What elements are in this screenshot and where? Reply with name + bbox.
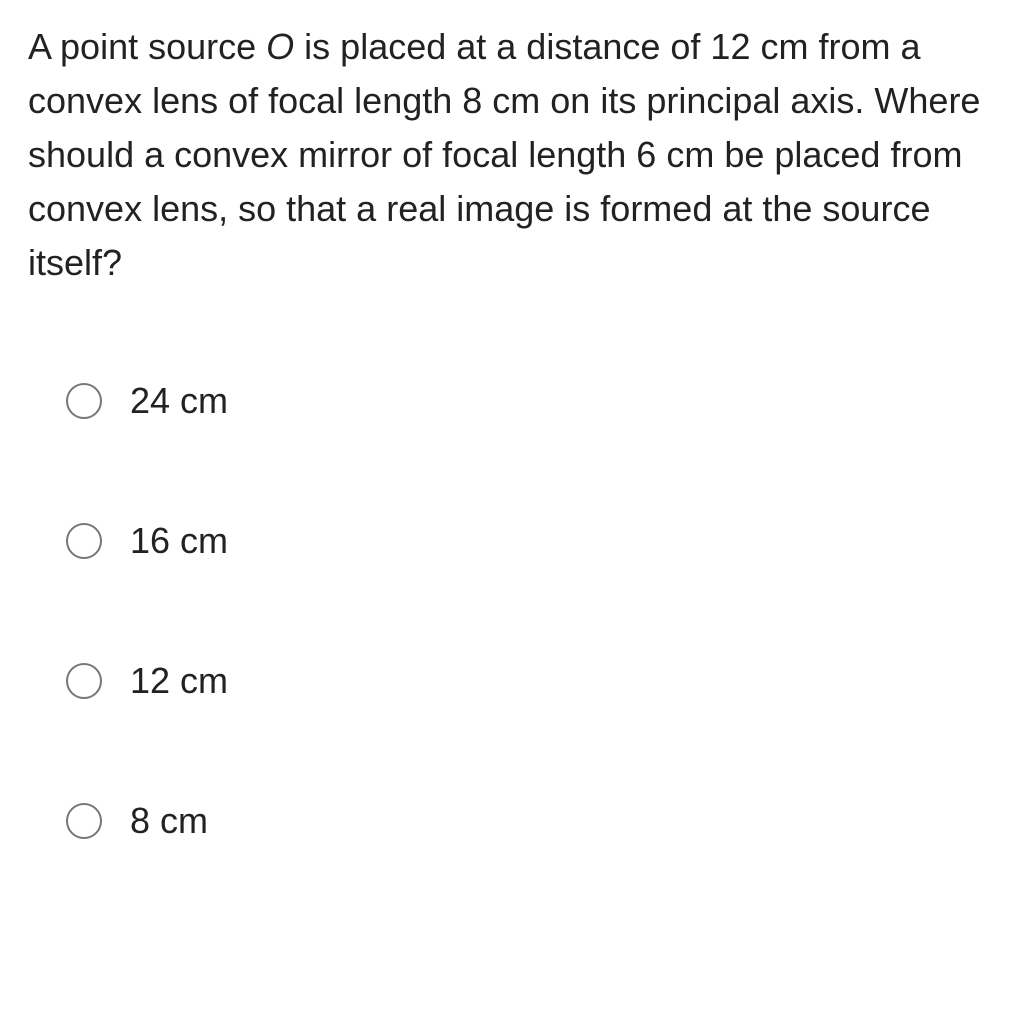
radio-icon [66, 663, 102, 699]
option-label: 8 cm [130, 800, 208, 842]
radio-icon [66, 523, 102, 559]
option-label: 24 cm [130, 380, 228, 422]
option-label: 16 cm [130, 520, 228, 562]
option-3[interactable]: 8 cm [66, 800, 996, 842]
radio-icon [66, 803, 102, 839]
options-list: 24 cm 16 cm 12 cm 8 cm [28, 380, 996, 842]
option-0[interactable]: 24 cm [66, 380, 996, 422]
option-2[interactable]: 12 cm [66, 660, 996, 702]
question-text: A point source O is placed at a distance… [28, 20, 996, 290]
option-label: 12 cm [130, 660, 228, 702]
question-prefix: A point source [28, 26, 266, 67]
option-1[interactable]: 16 cm [66, 520, 996, 562]
question-variable: O [266, 26, 294, 67]
radio-icon [66, 383, 102, 419]
